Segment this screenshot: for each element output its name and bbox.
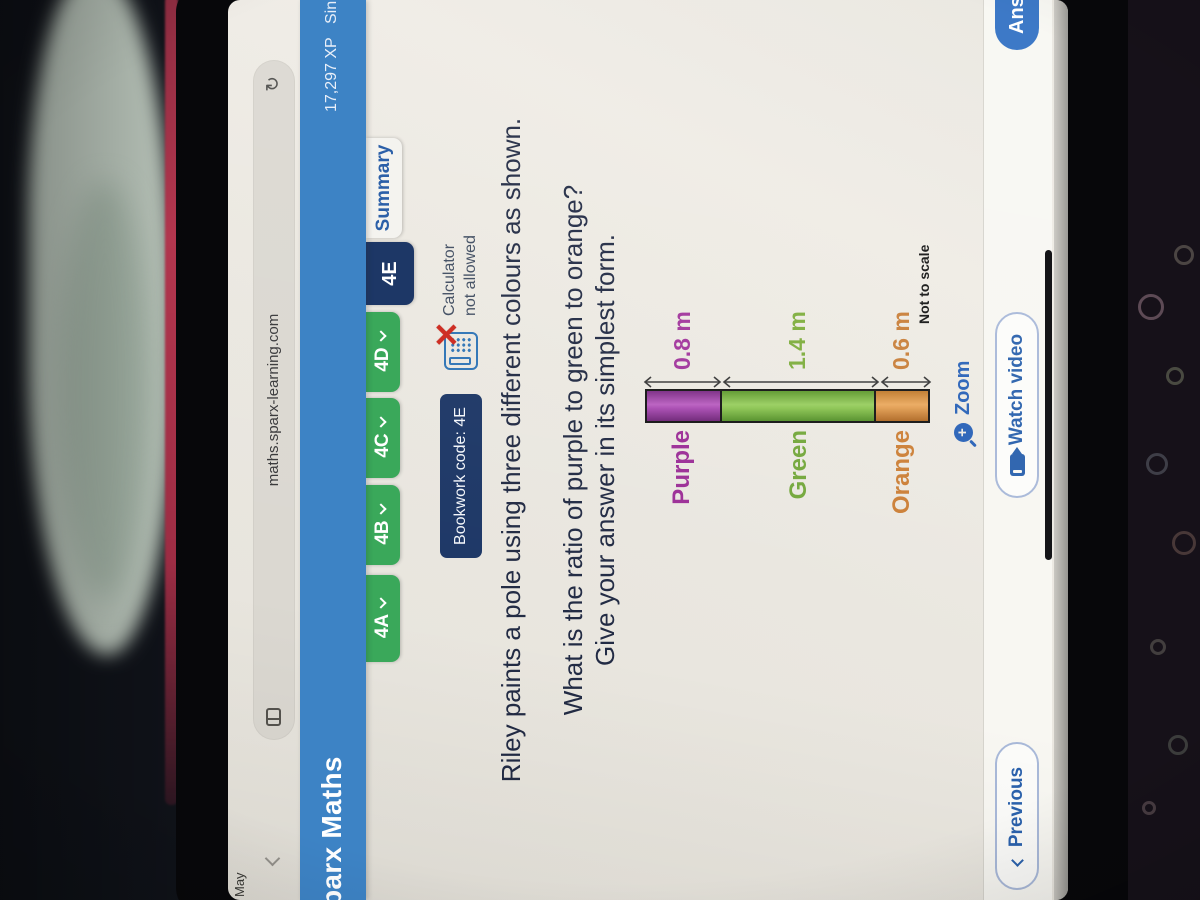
segment-label-purple: Purple	[668, 430, 695, 505]
video-camera-icon	[1009, 454, 1025, 477]
user-name: Sin	[323, 0, 340, 24]
watch-video-button[interactable]: Watch video	[995, 312, 1039, 498]
tab-4a[interactable]: 4A	[366, 575, 400, 662]
sparx-header: Sparx Maths 17,297 XP Sin	[300, 0, 366, 900]
zoom-label: Zoom	[952, 360, 974, 415]
tab-label: Summary	[373, 144, 394, 232]
not-to-scale-note: Not to scale	[916, 244, 932, 324]
calculator-status-line1: Calculator	[441, 243, 458, 316]
chevron-down-icon	[375, 597, 387, 609]
patterned-blanket	[1128, 0, 1200, 900]
answer-button[interactable]: Answer	[995, 0, 1039, 50]
calculator-status-line2: not allowed	[462, 235, 479, 316]
home-indicator[interactable]	[1045, 250, 1052, 560]
tab-label: 4A	[372, 613, 393, 639]
pole-diagram	[645, 389, 930, 423]
chevron-down-icon	[375, 330, 387, 343]
measurement-orange: 0.6 m	[888, 311, 914, 370]
chevron-down-icon	[375, 503, 387, 516]
measurement-arrows	[643, 376, 932, 388]
answer-label: Answer	[1006, 0, 1029, 34]
tab-4e-selected[interactable]: 4E	[366, 242, 414, 305]
measurement-purple: 0.8 m	[669, 311, 695, 370]
segment-label-green: Green	[785, 430, 812, 500]
question-line-1: Riley paints a pole using three differen…	[496, 117, 526, 783]
tab-label: 4B	[372, 520, 393, 545]
pole-segment-orange	[874, 391, 928, 421]
tab-4b[interactable]: 4B	[366, 485, 400, 565]
magnifier-plus-icon	[954, 423, 973, 442]
previous-label: Previous	[1006, 766, 1027, 848]
tab-summary[interactable]: Summary	[366, 138, 402, 238]
bookwork-code-chip: Bookwork code: 4E	[440, 394, 482, 558]
bedding-background	[0, 0, 190, 900]
footer-bar: Previous Watch video Answer	[983, 0, 1052, 900]
pillow-fabric-shadow	[60, 180, 150, 600]
tab-4c[interactable]: 4C	[366, 398, 400, 478]
not-allowed-icon: ✕	[429, 321, 465, 348]
previous-button[interactable]: Previous	[995, 742, 1039, 890]
tab-label: 4E	[378, 261, 401, 286]
tab-4d[interactable]: 4D	[366, 312, 400, 392]
tab-label: 4D	[372, 347, 393, 372]
segment-label-orange: Orange	[888, 430, 915, 515]
address-bar[interactable]: maths.sparx-learning.com ↻	[253, 60, 295, 740]
measurement-green: 1.4 m	[784, 311, 810, 370]
chevron-down-icon	[375, 416, 387, 429]
question-line-3: Give your answer in its simplest form.	[590, 234, 620, 667]
question-line-2: What is the ratio of purple to green to …	[558, 184, 588, 716]
pole-segment-green	[720, 391, 874, 421]
tab-label: 4C	[372, 433, 393, 458]
chevron-left-icon	[1010, 854, 1024, 868]
safari-toolbar: maths.sparx-learning.com ↻	[252, 0, 298, 900]
watch-video-label: Watch video	[1006, 333, 1027, 446]
screen-edge	[1054, 0, 1068, 900]
calculator-status: Calculator not allowed	[439, 235, 481, 316]
tablet-screen: May maths.sparx-learning.com ↻ Sparx Mat…	[228, 0, 1068, 900]
sparx-logo: Sparx Maths	[316, 756, 347, 900]
xp-counter: 17,297 XP	[323, 37, 340, 112]
status-date: May	[232, 872, 247, 897]
zoom-control[interactable]: Zoom	[952, 361, 975, 442]
calculator-screen	[449, 357, 471, 365]
status-bar: May	[228, 0, 252, 900]
pole-segment-purple	[647, 391, 720, 421]
url-text[interactable]: maths.sparx-learning.com	[265, 313, 282, 487]
bookwork-code-label: Bookwork code: 4E	[452, 407, 469, 545]
reload-icon[interactable]: ↻	[263, 76, 284, 92]
back-chevron-icon[interactable]	[264, 850, 281, 867]
